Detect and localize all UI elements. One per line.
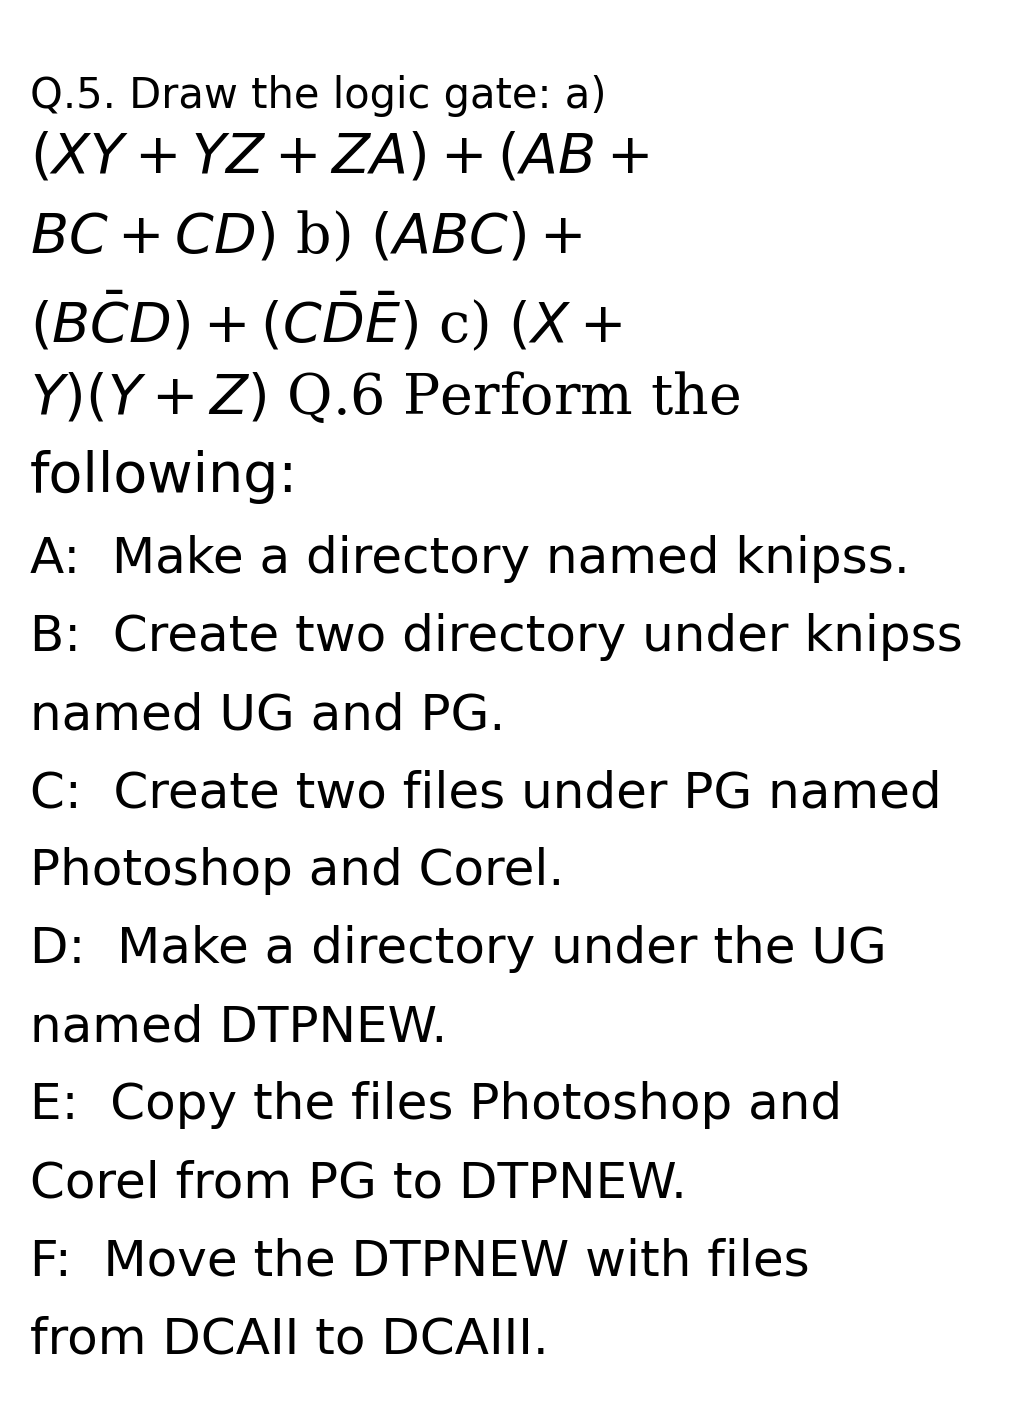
Text: $BC + CD)$ b) $(ABC) +$: $BC + CD)$ b) $(ABC) +$ <box>30 210 582 265</box>
Text: E:  Copy the files Photoshop and: E: Copy the files Photoshop and <box>30 1081 842 1129</box>
Text: $(XY + YZ + ZA) + (AB +$: $(XY + YZ + ZA) + (AB +$ <box>30 130 648 185</box>
Text: named UG and PG.: named UG and PG. <box>30 691 505 739</box>
Text: F:  Move the DTPNEW with files: F: Move the DTPNEW with files <box>30 1237 810 1285</box>
Text: named DTPNEW.: named DTPNEW. <box>30 1003 447 1051</box>
Text: A:  Make a directory named knipss.: A: Make a directory named knipss. <box>30 535 909 583</box>
Text: Q.5. Draw the logic gate: a): Q.5. Draw the logic gate: a) <box>30 75 606 117</box>
Text: C:  Create two files under PG named: C: Create two files under PG named <box>30 769 942 817</box>
Text: $(B\bar{C}D) + (C\bar{D}\bar{E})$ c) $(X +$: $(B\bar{C}D) + (C\bar{D}\bar{E})$ c) $(X… <box>30 291 622 354</box>
Text: D:  Make a directory under the UG: D: Make a directory under the UG <box>30 926 887 974</box>
Text: from DCAII to DCAIII.: from DCAII to DCAIII. <box>30 1315 549 1363</box>
Text: following:: following: <box>30 450 298 504</box>
Text: $Y)(Y + Z)$ Q.6 Perform the: $Y)(Y + Z)$ Q.6 Perform the <box>30 370 740 426</box>
Text: Photoshop and Corel.: Photoshop and Corel. <box>30 847 564 895</box>
Text: B:  Create two directory under knipss: B: Create two directory under knipss <box>30 612 963 660</box>
Text: Corel from PG to DTPNEW.: Corel from PG to DTPNEW. <box>30 1158 687 1206</box>
